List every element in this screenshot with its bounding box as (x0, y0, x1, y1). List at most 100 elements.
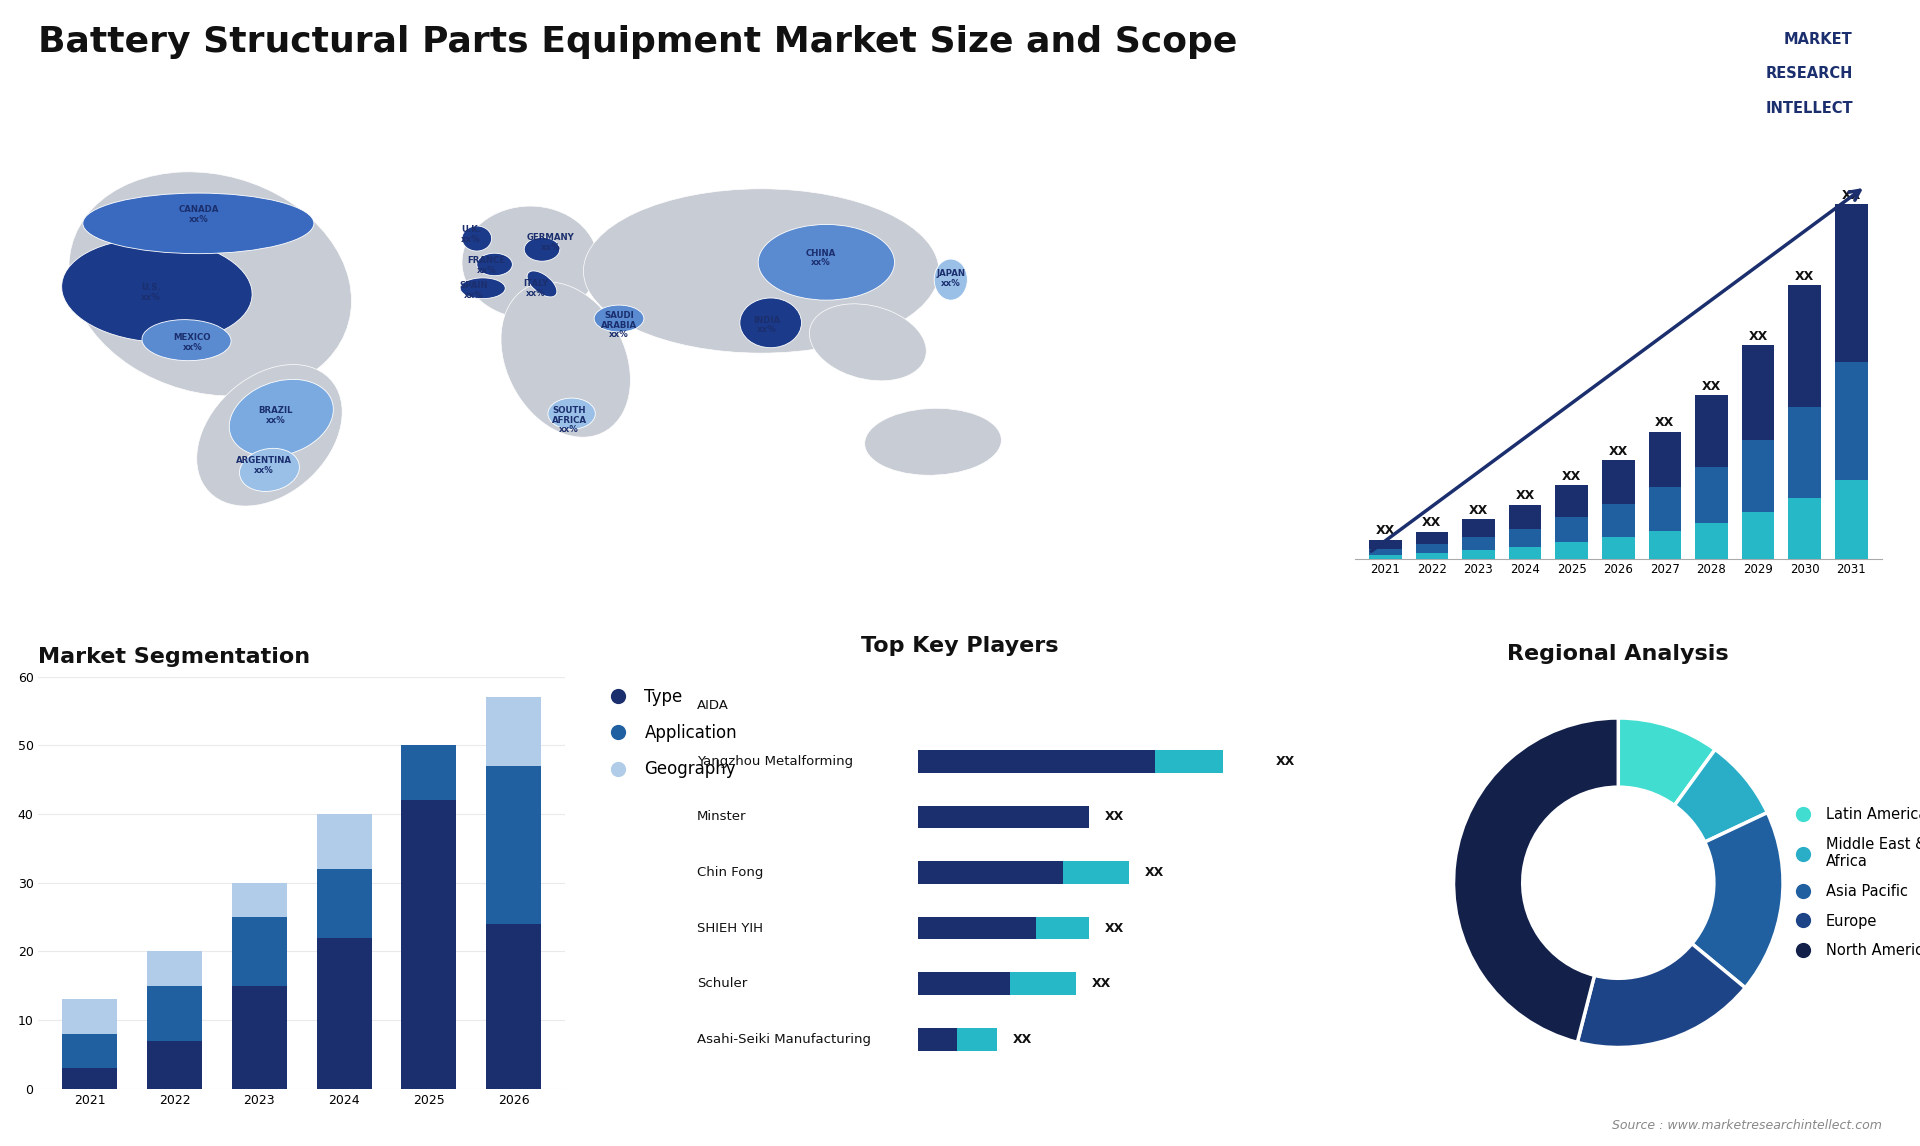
Ellipse shape (524, 237, 561, 261)
Bar (1509, 528, 1542, 547)
Bar (1062, 861, 1129, 884)
Bar (148, 951, 202, 986)
Bar (1010, 972, 1075, 995)
Text: XX: XX (1749, 330, 1768, 343)
Ellipse shape (196, 364, 342, 507)
Wedge shape (1619, 719, 1715, 806)
Bar (1649, 487, 1682, 531)
Bar (1463, 519, 1496, 537)
Ellipse shape (83, 193, 313, 253)
Legend: Latin America, Middle East &
Africa, Asia Pacific, Europe, North America: Latin America, Middle East & Africa, Asi… (1782, 801, 1920, 964)
Ellipse shape (501, 282, 630, 437)
Text: XX: XX (1563, 470, 1582, 482)
Text: CHINA
xx%: CHINA xx% (804, 249, 835, 267)
Bar (317, 869, 372, 937)
Bar (232, 882, 286, 917)
Bar (1555, 517, 1588, 542)
Wedge shape (1692, 813, 1784, 988)
Ellipse shape (463, 226, 492, 251)
Text: XX: XX (1841, 189, 1860, 202)
Bar (918, 806, 1089, 829)
Bar (486, 924, 541, 1089)
Title: Regional Analysis: Regional Analysis (1507, 644, 1730, 665)
Bar (1695, 466, 1728, 523)
Ellipse shape (142, 320, 230, 361)
Wedge shape (1674, 749, 1768, 842)
Bar (1555, 485, 1588, 517)
Text: XX: XX (1144, 866, 1164, 879)
Ellipse shape (461, 277, 505, 299)
Bar (1415, 544, 1448, 554)
Bar (1601, 537, 1634, 558)
Text: XX: XX (1423, 517, 1442, 529)
Bar (918, 749, 1154, 772)
Bar (401, 800, 457, 1089)
Ellipse shape (593, 305, 643, 332)
Ellipse shape (935, 259, 968, 300)
Ellipse shape (758, 225, 895, 300)
Text: XX: XX (1277, 755, 1296, 768)
Text: XX: XX (1375, 525, 1396, 537)
Bar (61, 1068, 117, 1089)
Text: XX: XX (1012, 1033, 1031, 1046)
Bar (1601, 504, 1634, 537)
Ellipse shape (810, 304, 925, 380)
Bar (1788, 407, 1820, 499)
Text: Minster: Minster (697, 810, 747, 823)
Bar (1741, 512, 1774, 558)
Text: Yangzhou Metalforming: Yangzhou Metalforming (697, 755, 852, 768)
Bar (1788, 499, 1820, 558)
Ellipse shape (528, 270, 557, 297)
Bar (958, 1028, 996, 1051)
Text: CANADA
xx%: CANADA xx% (179, 205, 219, 225)
Text: Source : www.marketresearchintellect.com: Source : www.marketresearchintellect.com (1611, 1120, 1882, 1132)
Bar (1415, 554, 1448, 558)
Legend: Type, Application, Geography: Type, Application, Geography (595, 681, 743, 785)
Text: XX: XX (1469, 504, 1488, 517)
Text: SOUTH
AFRICA
xx%: SOUTH AFRICA xx% (551, 406, 588, 434)
Ellipse shape (228, 379, 334, 456)
Bar (317, 937, 372, 1089)
Text: Top Key Players: Top Key Players (862, 636, 1058, 657)
Text: GERMANY
xx%: GERMANY xx% (526, 234, 574, 252)
Bar (1369, 555, 1402, 558)
Text: XX: XX (1104, 921, 1123, 934)
Text: Market Segmentation: Market Segmentation (38, 646, 311, 667)
Bar (61, 999, 117, 1034)
Bar (1154, 749, 1260, 772)
Text: XX: XX (1655, 416, 1674, 430)
Bar (918, 917, 1037, 940)
Bar (1463, 537, 1496, 550)
Text: XX: XX (1701, 379, 1720, 393)
Bar (401, 745, 457, 800)
Bar (1509, 547, 1542, 558)
Bar (1836, 480, 1868, 558)
Bar (1836, 204, 1868, 361)
Bar (1649, 432, 1682, 487)
Bar (486, 766, 541, 924)
Bar (1649, 531, 1682, 558)
Text: SAUDI
ARABIA
xx%: SAUDI ARABIA xx% (601, 311, 637, 339)
Ellipse shape (584, 189, 939, 353)
Text: Schuler: Schuler (697, 978, 747, 990)
Text: XX: XX (1104, 810, 1123, 823)
Bar (1037, 917, 1089, 940)
Ellipse shape (463, 206, 599, 319)
Text: SHIEH YIH: SHIEH YIH (697, 921, 762, 934)
Text: XX: XX (1515, 489, 1534, 502)
Bar (232, 917, 286, 986)
Text: BRAZIL
xx%: BRAZIL xx% (257, 407, 292, 425)
Text: FRANCE
xx%: FRANCE xx% (467, 256, 505, 275)
Wedge shape (1453, 719, 1619, 1043)
Ellipse shape (739, 298, 801, 347)
Bar (1369, 540, 1402, 549)
Text: INDIA
xx%: INDIA xx% (753, 315, 781, 335)
Text: RESEARCH: RESEARCH (1764, 66, 1853, 81)
Text: ARGENTINA
xx%: ARGENTINA xx% (236, 456, 292, 474)
Bar (1509, 504, 1542, 528)
Text: INTELLECT: INTELLECT (1764, 101, 1853, 116)
Bar (1601, 461, 1634, 504)
Bar (1463, 550, 1496, 558)
Bar (1788, 285, 1820, 407)
Text: Chin Fong: Chin Fong (697, 866, 762, 879)
